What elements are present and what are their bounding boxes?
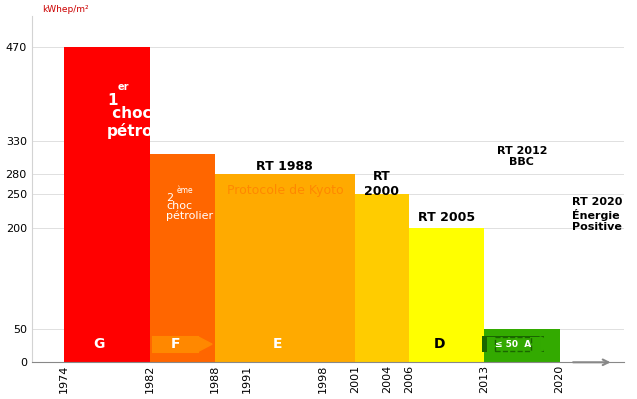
Bar [153, 337, 198, 352]
Text: kWhep/m²: kWhep/m² [43, 5, 89, 14]
Text: 2: 2 [166, 193, 173, 203]
Text: F: F [171, 337, 180, 351]
Bar [496, 337, 531, 351]
Polygon shape [198, 337, 212, 352]
Bar [255, 337, 300, 352]
Bar [417, 337, 462, 352]
Polygon shape [540, 337, 557, 352]
Text: RT 1988: RT 1988 [257, 160, 313, 173]
Bar [215, 174, 355, 362]
Text: RT 2020
Énergie
Positive: RT 2020 Énergie Positive [573, 197, 623, 232]
Text: ème: ème [177, 186, 194, 196]
Text: RT 2012
BBC: RT 2012 BBC [497, 146, 547, 168]
Text: pétrolier: pétrolier [107, 122, 182, 138]
Polygon shape [125, 337, 142, 352]
Polygon shape [300, 337, 315, 352]
Text: er: er [118, 82, 129, 92]
Text: D: D [434, 337, 445, 351]
Bar [72, 337, 125, 352]
Text: choc: choc [107, 106, 152, 121]
Bar [409, 228, 484, 362]
Bar [150, 154, 215, 362]
Bar [64, 47, 150, 362]
Text: pétrolier: pétrolier [166, 211, 213, 221]
Text: ≤ 50  A: ≤ 50 A [496, 340, 531, 349]
Text: RT 2005: RT 2005 [418, 211, 475, 224]
Bar [482, 336, 545, 352]
Bar [484, 329, 559, 362]
Text: E: E [273, 337, 282, 351]
Bar [355, 194, 409, 362]
Text: choc: choc [166, 201, 192, 211]
Bar [487, 337, 540, 352]
Polygon shape [462, 337, 476, 352]
Text: 1: 1 [107, 93, 118, 108]
Text: Protocole de Kyoto: Protocole de Kyoto [227, 184, 343, 198]
Text: RT
2000: RT 2000 [364, 170, 399, 198]
Text: G: G [93, 337, 104, 351]
